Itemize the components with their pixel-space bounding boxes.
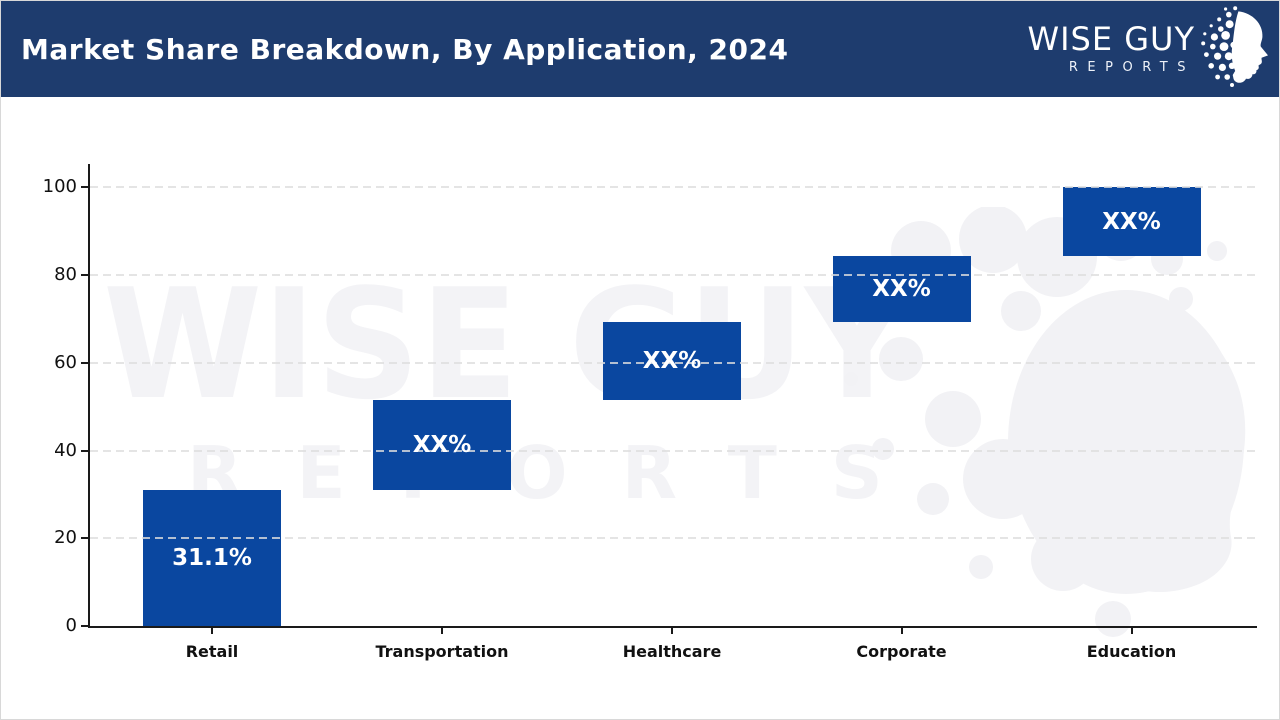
xtick-mark-retail [211, 627, 213, 634]
bar-value-label-retail: 31.1% [172, 544, 252, 571]
ytick-label-60: 60 [54, 351, 77, 373]
watermark-head-icon [844, 207, 1246, 637]
ytick-label-20: 20 [54, 527, 77, 549]
brand-name: WISE GUY [1027, 20, 1195, 58]
watermark-brand-text: WISE GUY [103, 256, 910, 433]
xtick-mark-healthcare [671, 627, 673, 634]
xtick-mark-transportation [441, 627, 443, 634]
category-label-healthcare: Healthcare [622, 642, 722, 661]
ytick-label-80: 80 [54, 264, 77, 286]
ytick-mark-60 [81, 361, 89, 364]
ytick-label-100: 100 [42, 176, 77, 198]
ytick-mark-80 [81, 274, 89, 277]
brand-head-icon [1201, 6, 1268, 87]
category-label-transportation: Transportation [375, 642, 509, 661]
ytick-label-40: 40 [54, 439, 77, 461]
ytick-mark-20 [81, 537, 89, 540]
brand-subtitle: REPORTS [1068, 60, 1195, 75]
watermark-reports-text: REPORTS [187, 431, 937, 515]
brand-logo-text: WISE GUY REPORTS [1027, 23, 1195, 75]
brand-logo: WISE GUY REPORTS [1027, 5, 1275, 93]
ytick-label-0: 0 [65, 615, 77, 636]
category-label-retail: Retail [185, 642, 239, 661]
header-bar: Market Share Breakdown, By Application, … [1, 1, 1279, 97]
page-title: Market Share Breakdown, By Application, … [21, 32, 789, 66]
ytick-mark-100 [81, 186, 89, 189]
ytick-mark-40 [81, 449, 89, 452]
gridline-y100 [90, 186, 1256, 189]
ytick-mark-0 [81, 625, 89, 627]
y-axis-spine [88, 164, 90, 628]
